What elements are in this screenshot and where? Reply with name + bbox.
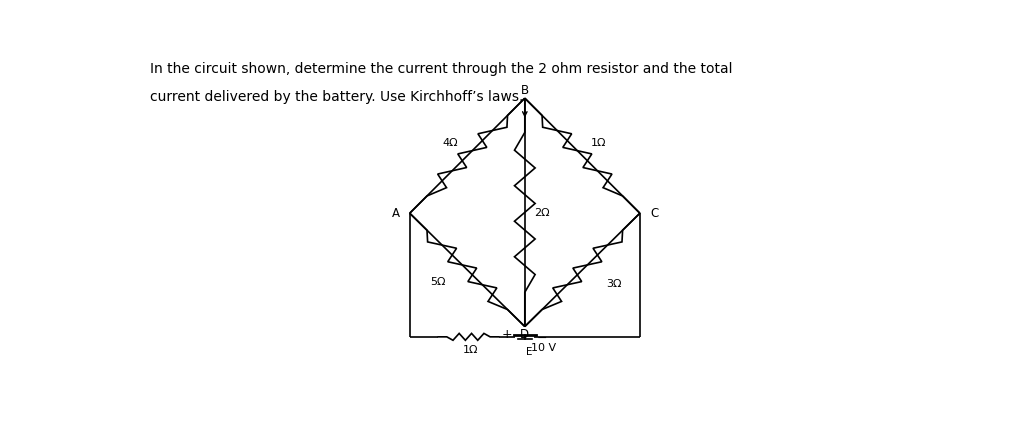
Text: 1Ω: 1Ω [591, 138, 606, 148]
Text: 10 V: 10 V [531, 343, 556, 353]
Text: 1Ω: 1Ω [463, 345, 478, 355]
Text: 2Ω: 2Ω [535, 208, 550, 218]
Text: 3Ω: 3Ω [606, 279, 622, 289]
Text: current delivered by the battery. Use Kirchhoff’s laws.: current delivered by the battery. Use Ki… [151, 90, 523, 103]
Text: D: D [520, 328, 529, 341]
Text: In the circuit shown, determine the current through the 2 ohm resistor and the t: In the circuit shown, determine the curr… [151, 62, 733, 76]
Text: 4Ω: 4Ω [442, 138, 458, 148]
Text: 5Ω: 5Ω [430, 277, 445, 287]
Text: −: − [537, 332, 548, 345]
Text: +: + [502, 328, 513, 341]
Text: E: E [525, 347, 532, 358]
Text: A: A [391, 206, 399, 220]
Text: C: C [650, 206, 658, 220]
Text: B: B [521, 84, 528, 97]
